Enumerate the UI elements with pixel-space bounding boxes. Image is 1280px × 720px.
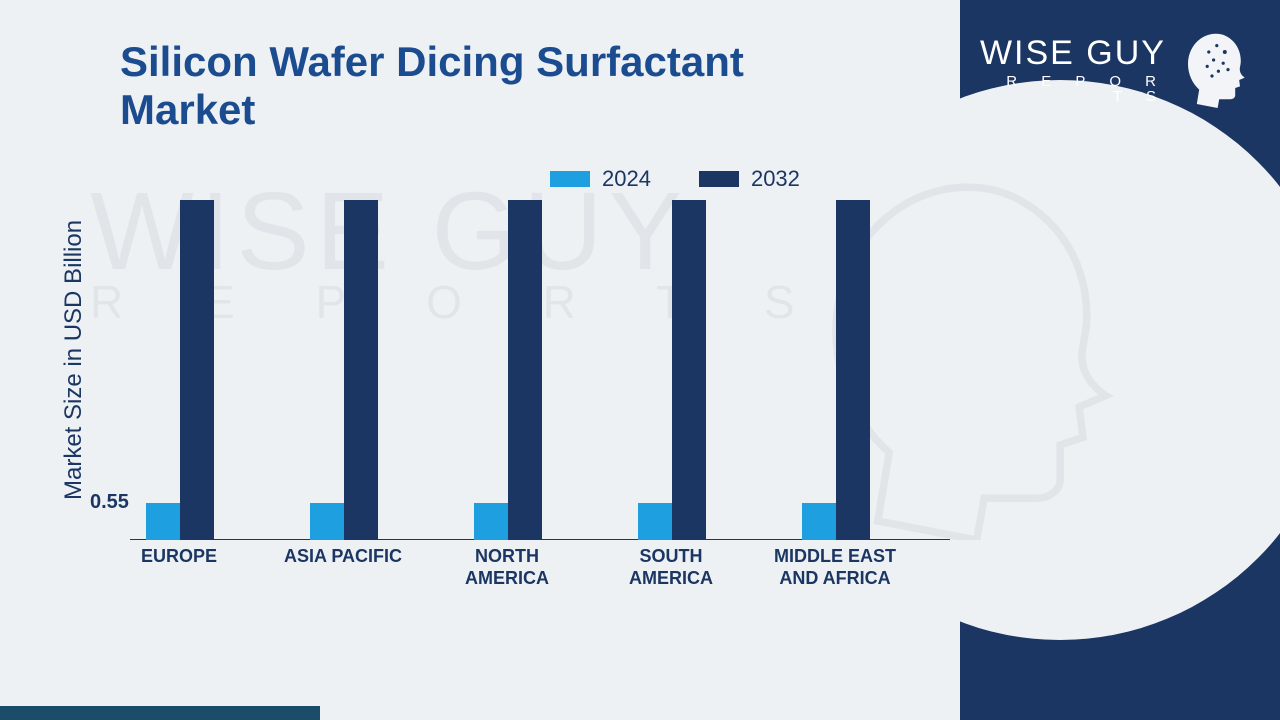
bar-2024 — [638, 503, 672, 540]
bar-2032 — [180, 200, 214, 540]
brand-logo: WISE GUY R E P O R T S — [976, 22, 1256, 92]
y-axis-label: Market Size in USD Billion — [60, 220, 88, 500]
bar-2032 — [508, 200, 542, 540]
legend-item-2032: 2032 — [699, 166, 800, 192]
legend-label-2024: 2024 — [602, 166, 651, 192]
legend-swatch-2024 — [550, 171, 590, 187]
x-axis-label: SOUTH AMERICA — [596, 546, 746, 589]
legend-item-2024: 2024 — [550, 166, 651, 192]
page: WISE GUY R E P O R T S WISE GUY R E P O … — [0, 0, 1280, 720]
bar-2024 — [146, 503, 180, 540]
bar-group: SOUTH AMERICA — [622, 200, 722, 540]
bar-2032 — [836, 200, 870, 540]
bar-2032 — [344, 200, 378, 540]
x-axis-label: ASIA PACIFIC — [268, 546, 418, 568]
legend-swatch-2032 — [699, 171, 739, 187]
bar-group: EUROPE — [130, 200, 230, 540]
chart-title: Silicon Wafer Dicing Surfactant Market — [120, 38, 760, 135]
plot-area: EUROPE ASIA PACIFIC NORTH AMERICA SOUTH AME… — [130, 200, 950, 540]
brand-subtitle: R E P O R T S — [976, 74, 1166, 104]
bar-2032 — [672, 200, 706, 540]
bar-2024 — [802, 503, 836, 540]
footer-accent-bar — [0, 706, 320, 720]
bar-2024 — [310, 503, 344, 540]
legend: 2024 2032 — [550, 166, 800, 192]
x-axis-label: MIDDLE EAST AND AFRICA — [760, 546, 910, 589]
legend-label-2032: 2032 — [751, 166, 800, 192]
x-axis-label: NORTH AMERICA — [432, 546, 582, 589]
bar-group: MIDDLE EAST AND AFRICA — [786, 200, 886, 540]
brand-name: WISE GUY — [976, 36, 1166, 70]
brand-head-icon — [1172, 28, 1252, 108]
bar-group: NORTH AMERICA — [458, 200, 558, 540]
x-axis-label: EUROPE — [104, 546, 254, 568]
y-tick: 0.55 — [90, 491, 129, 514]
bar-group: ASIA PACIFIC — [294, 200, 394, 540]
bar-2024 — [474, 503, 508, 540]
